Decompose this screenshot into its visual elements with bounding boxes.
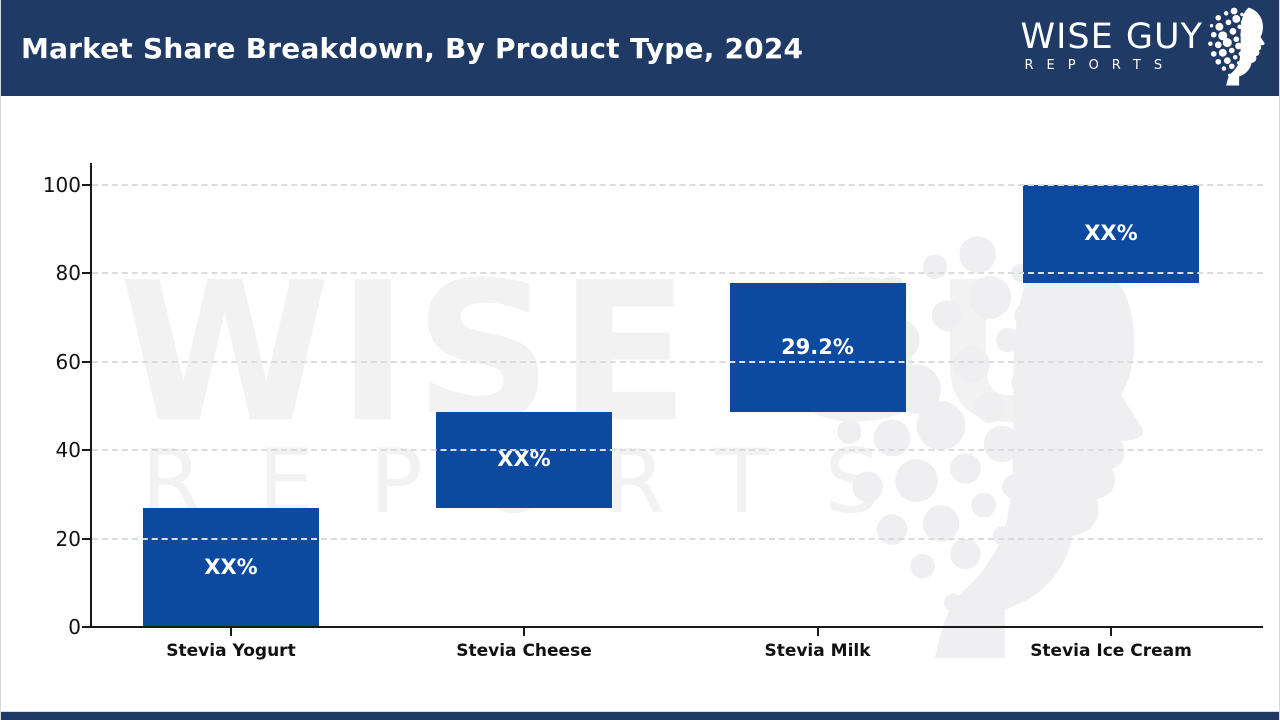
y-axis-spine xyxy=(90,163,92,628)
logo-reports-label: REPORTS xyxy=(1024,57,1176,73)
footer-rule xyxy=(1,711,1279,712)
y-tick-40 xyxy=(82,449,90,452)
logo-text: WISE GUY REPORTS xyxy=(1020,19,1203,73)
gridline-60 xyxy=(92,360,1263,363)
y-tick-80 xyxy=(82,272,90,275)
y-tick-label: 80 xyxy=(55,261,81,286)
x-tick-label: Stevia Ice Cream xyxy=(1030,641,1192,661)
y-tick-0 xyxy=(82,626,90,628)
x-tick-label: Stevia Yogurt xyxy=(166,641,296,661)
x-tick-4 xyxy=(1110,628,1112,636)
gridline-40 xyxy=(92,449,1263,452)
logo-head-icon xyxy=(1207,4,1269,88)
x-tick-1 xyxy=(230,628,232,636)
bar-value-label: XX% xyxy=(1084,221,1138,246)
header: Market Share Breakdown, By Product Type,… xyxy=(1,0,1279,96)
gridline-20 xyxy=(92,537,1263,540)
logo-wiseguy-label: WISE GUY xyxy=(1020,17,1203,58)
y-tick-label: 20 xyxy=(55,526,81,551)
x-tick-label: Stevia Cheese xyxy=(456,641,592,661)
footer-bar xyxy=(1,712,1279,720)
y-tick-20 xyxy=(82,537,90,540)
y-tick-100 xyxy=(82,184,90,186)
bar-value-label: XX% xyxy=(204,554,258,579)
bar-stevia-milk: 29.2% xyxy=(729,283,906,413)
y-tick-label: 0 xyxy=(68,615,81,639)
x-tick-3 xyxy=(816,628,819,636)
bar-stevia-cheese: XX% xyxy=(436,412,612,509)
x-tick-2 xyxy=(523,628,525,636)
gridline-80 xyxy=(92,272,1263,275)
y-tick-label: 100 xyxy=(42,173,81,197)
page-title: Market Share Breakdown, By Product Type,… xyxy=(21,31,804,65)
bar-stevia-ice-cream: XX% xyxy=(1023,185,1199,284)
x-tick-label: Stevia Milk xyxy=(764,641,871,661)
logo: WISE GUY REPORTS xyxy=(1020,4,1269,88)
bar-stevia-yogurt: XX% xyxy=(143,508,319,627)
gridline-100 xyxy=(92,184,1263,186)
y-tick-label: 40 xyxy=(55,438,81,463)
y-tick-60 xyxy=(82,360,90,363)
x-axis-spine xyxy=(90,626,1263,628)
y-tick-label: 60 xyxy=(55,349,81,374)
bar-value-label: 29.2% xyxy=(781,334,854,359)
